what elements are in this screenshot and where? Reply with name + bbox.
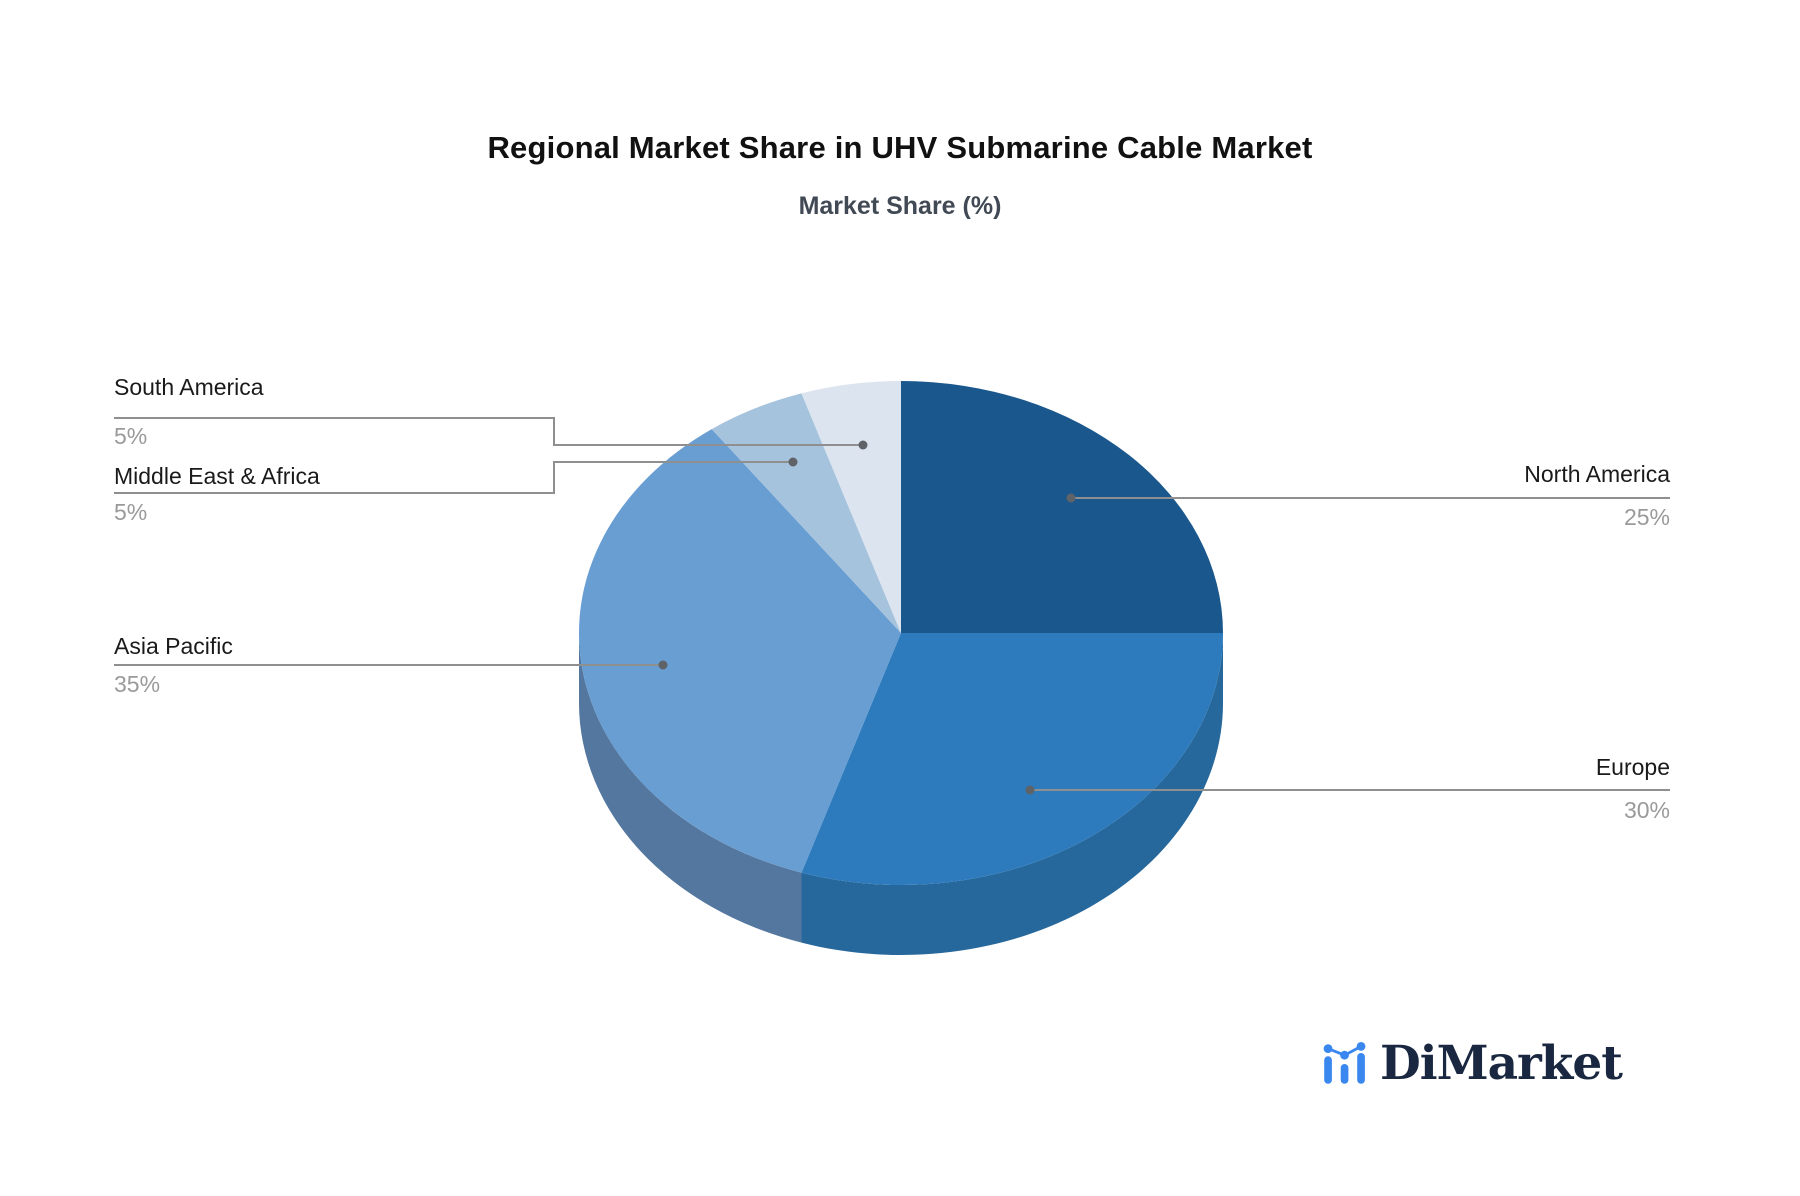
connector-south-america	[114, 417, 863, 446]
slice-value-asia-pacific: 35%	[114, 671, 161, 697]
anchor-dot-south-america	[858, 440, 868, 450]
pie-slice-middle-east-africa[interactable]	[711, 393, 901, 633]
slice-label-south-america: South America	[114, 374, 264, 400]
anchor-dot-asia-pacific	[658, 660, 668, 670]
slice-value-middle-east-africa: 5%	[114, 499, 148, 525]
pie-slice-europe[interactable]	[801, 633, 1223, 886]
anchor-dot-north-america	[1066, 493, 1076, 503]
chart-subtitle: Market Share (%)	[798, 192, 1002, 220]
chart-title: Regional Market Share in UHV Submarine C…	[487, 130, 1313, 165]
slice-value-europe: 30%	[1623, 797, 1670, 823]
label-connectors	[114, 417, 1670, 795]
anchor-dot-europe	[1025, 785, 1035, 795]
pie-slice-side-asia-pacific	[579, 633, 802, 943]
bar-line-chart-icon	[1323, 1041, 1366, 1084]
slice-label-middle-east-africa: Middle East & Africa	[114, 463, 320, 489]
connector-middle-east-africa	[114, 461, 793, 494]
brand-name: DiMarket	[1379, 1036, 1623, 1091]
slice-label-asia-pacific: Asia Pacific	[114, 633, 233, 659]
pie-slice-north-america[interactable]	[901, 381, 1223, 633]
slice-value-north-america: 25%	[1623, 504, 1670, 530]
pie-slice-asia-pacific[interactable]	[579, 429, 901, 873]
pie-slices	[579, 381, 1223, 956]
anchor-dot-middle-east-africa	[788, 457, 798, 467]
slice-value-south-america: 5%	[114, 423, 148, 449]
slice-label-europe: Europe	[1595, 754, 1670, 780]
slice-label-north-america: North America	[1524, 461, 1670, 487]
brand-logo: DiMarket	[1322, 1036, 1623, 1091]
pie-slice-side-europe	[801, 633, 1223, 956]
